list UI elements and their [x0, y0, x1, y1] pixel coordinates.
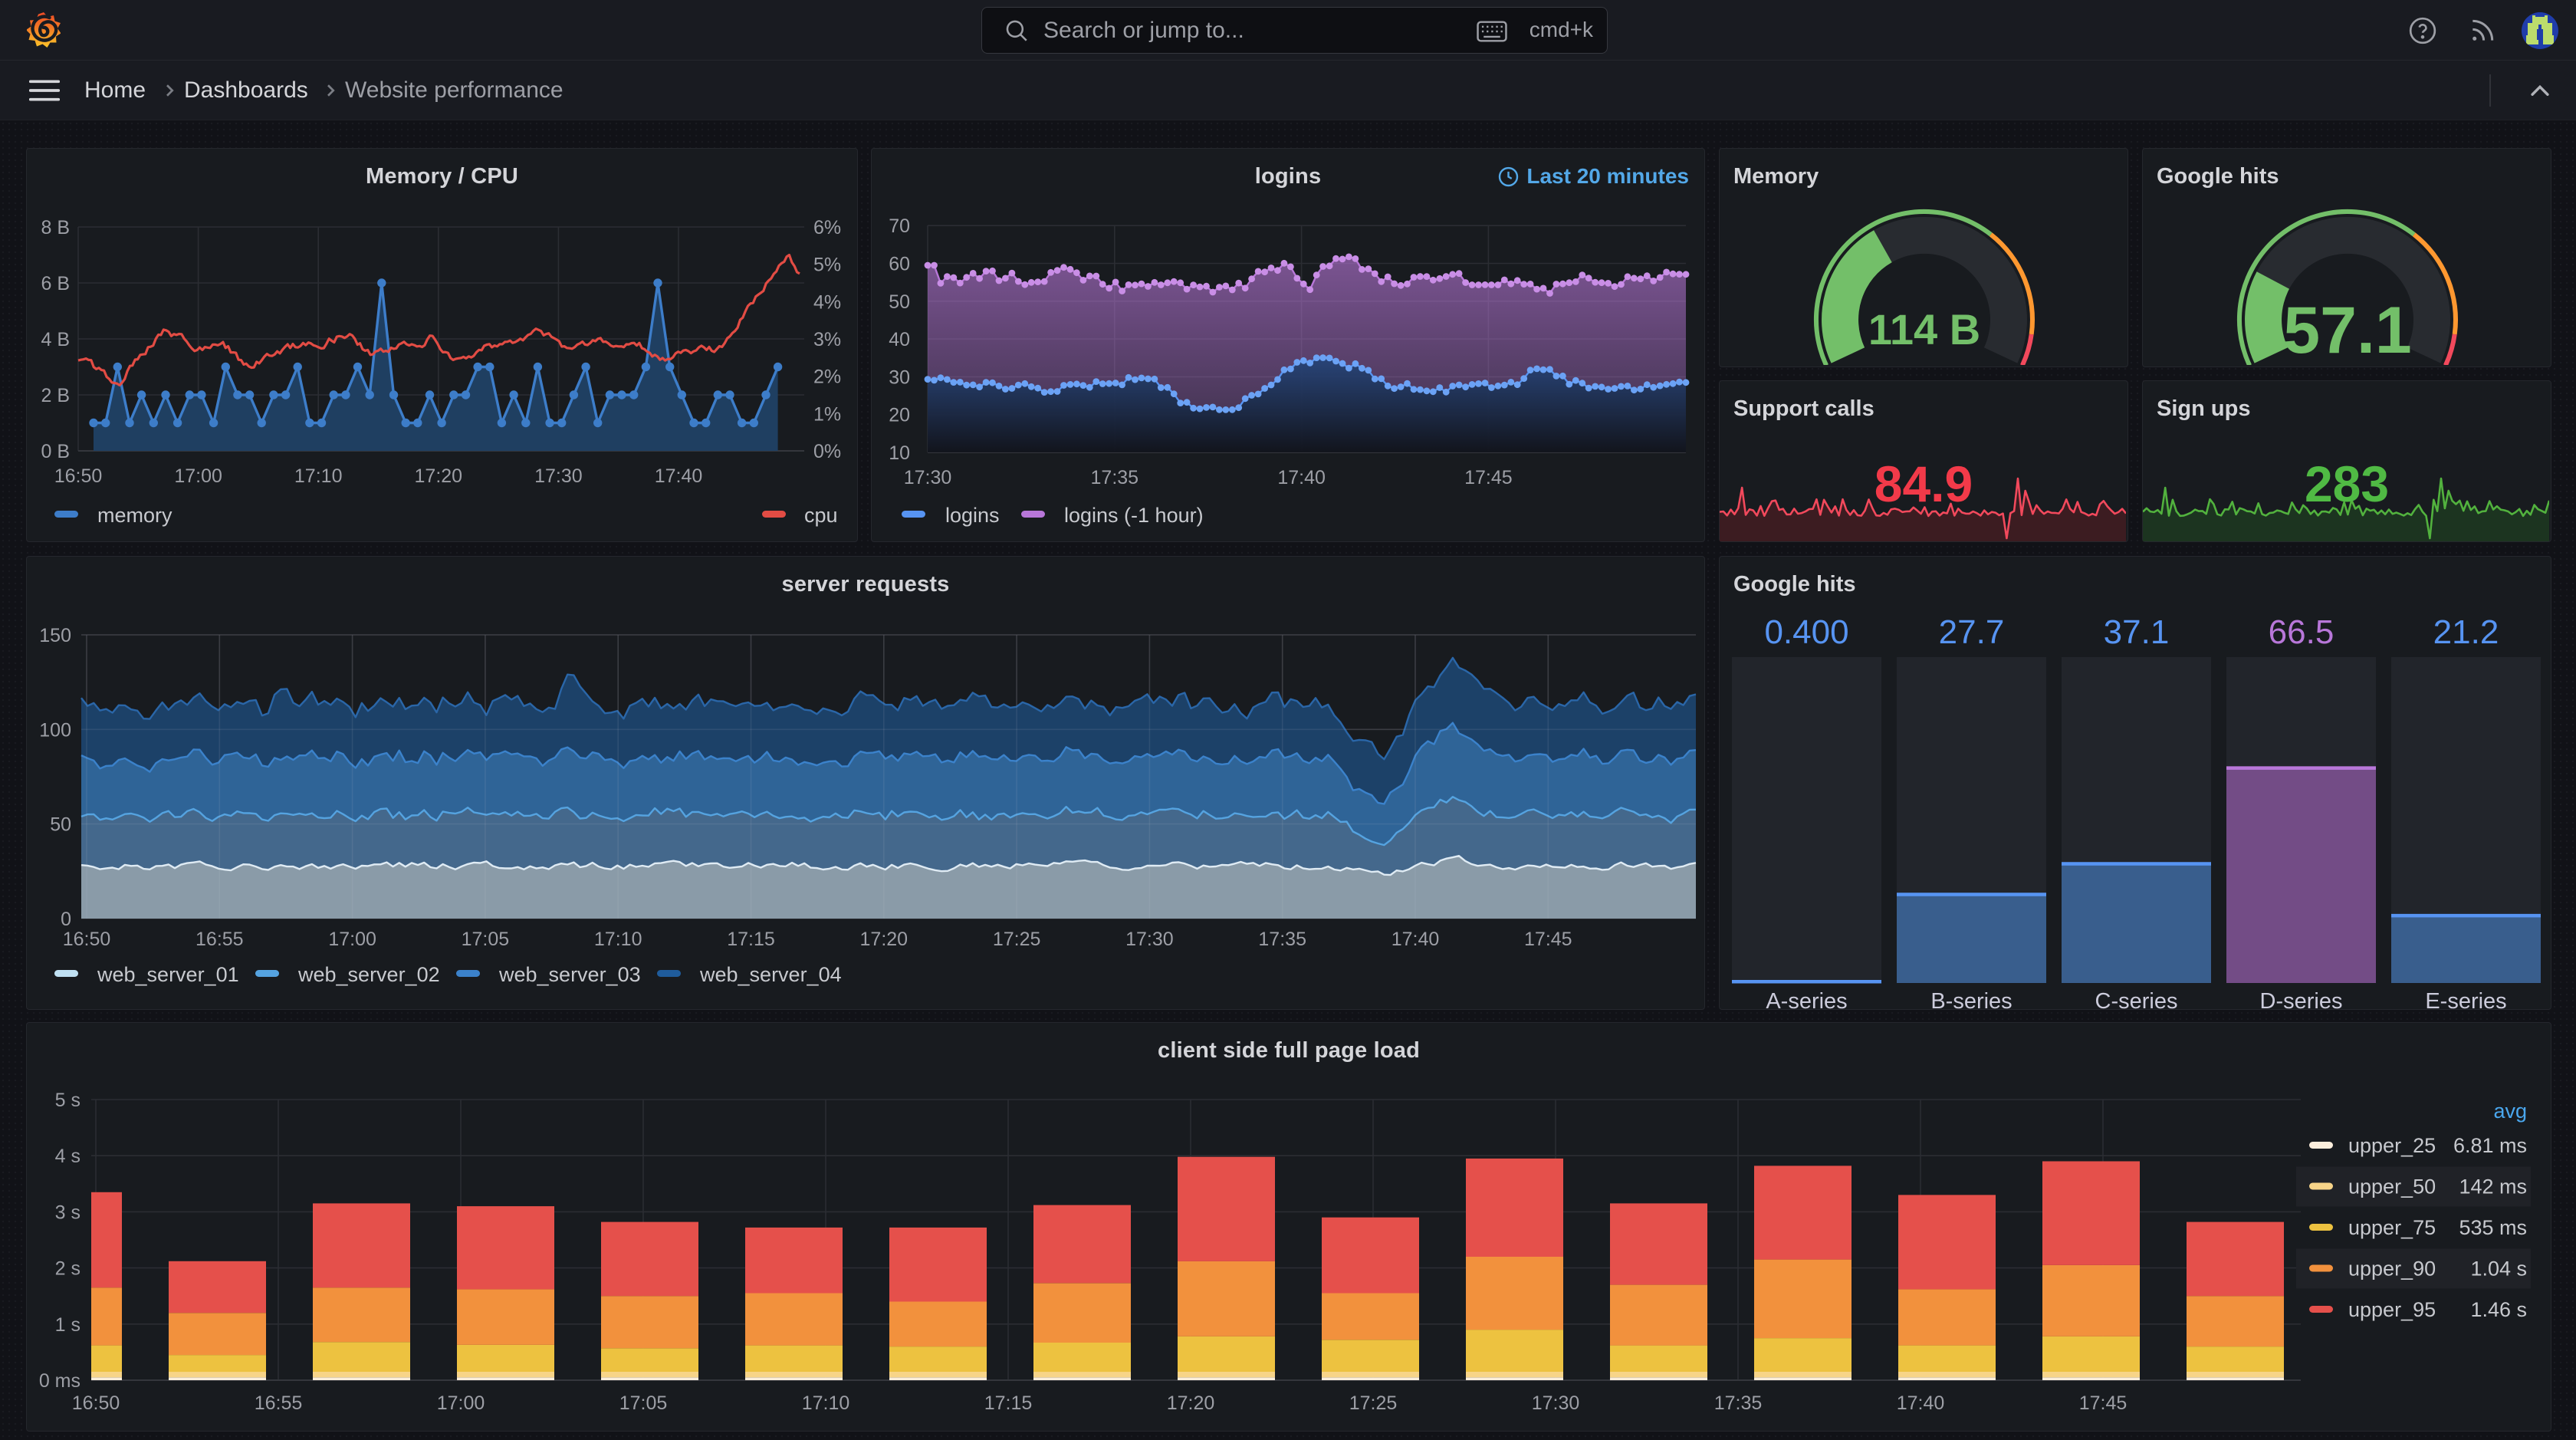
svg-text:0%: 0%: [813, 441, 841, 462]
svg-text:17:30: 17:30: [904, 467, 952, 488]
svg-text:5 s: 5 s: [55, 1090, 80, 1111]
svg-text:3 s: 3 s: [55, 1202, 80, 1223]
svg-text:C-series: C-series: [2095, 989, 2178, 1011]
svg-text:2 s: 2 s: [55, 1258, 80, 1280]
svg-text:17:20: 17:20: [415, 465, 463, 487]
svg-text:0.400: 0.400: [1764, 613, 1848, 651]
svg-text:4 B: 4 B: [41, 329, 70, 350]
svg-text:17:05: 17:05: [619, 1392, 668, 1414]
svg-text:logins (-1 hour): logins (-1 hour): [1064, 504, 1204, 527]
svg-text:17:25: 17:25: [993, 929, 1041, 950]
svg-text:60: 60: [889, 254, 910, 275]
svg-text:8 B: 8 B: [41, 217, 70, 238]
svg-text:17:00: 17:00: [174, 465, 222, 487]
svg-text:1.04 s: 1.04 s: [2470, 1258, 2527, 1281]
svg-text:17:45: 17:45: [1464, 467, 1513, 488]
svg-text:17:30: 17:30: [1125, 929, 1174, 950]
svg-text:17:10: 17:10: [802, 1392, 850, 1414]
svg-text:17:20: 17:20: [860, 929, 909, 950]
svg-text:21.2: 21.2: [2433, 613, 2499, 651]
svg-text:17:30: 17:30: [534, 465, 583, 487]
svg-text:17:00: 17:00: [328, 929, 376, 950]
svg-text:16:55: 16:55: [196, 929, 244, 950]
svg-text:27.7: 27.7: [1939, 613, 2005, 651]
svg-text:37.1: 37.1: [2104, 613, 2170, 651]
svg-text:web_server_01: web_server_01: [97, 963, 239, 986]
svg-text:17:40: 17:40: [1897, 1392, 1945, 1414]
svg-text:17:05: 17:05: [462, 929, 510, 950]
svg-text:16:55: 16:55: [255, 1392, 303, 1414]
svg-text:70: 70: [889, 215, 910, 237]
svg-text:10: 10: [889, 442, 910, 464]
svg-text:1 s: 1 s: [55, 1314, 80, 1336]
svg-text:40: 40: [889, 329, 910, 350]
svg-text:17:25: 17:25: [1349, 1392, 1398, 1414]
svg-text:B-series: B-series: [1930, 989, 2012, 1011]
svg-text:16:50: 16:50: [72, 1392, 120, 1414]
svg-text:3%: 3%: [813, 329, 841, 350]
svg-text:16:50: 16:50: [63, 929, 111, 950]
svg-text:web_server_04: web_server_04: [699, 963, 842, 986]
svg-text:50: 50: [50, 814, 71, 836]
svg-text:17:00: 17:00: [437, 1392, 485, 1414]
svg-text:D-series: D-series: [2260, 989, 2343, 1011]
svg-text:0: 0: [61, 909, 71, 930]
svg-text:upper_75: upper_75: [2348, 1216, 2436, 1239]
svg-text:0 ms: 0 ms: [39, 1370, 80, 1392]
svg-text:17:20: 17:20: [1167, 1392, 1215, 1414]
svg-text:20: 20: [889, 405, 910, 426]
svg-text:memory: memory: [97, 504, 172, 527]
svg-text:17:15: 17:15: [727, 929, 775, 950]
svg-text:web_server_02: web_server_02: [297, 963, 440, 986]
svg-text:17:15: 17:15: [984, 1392, 1033, 1414]
svg-text:2%: 2%: [813, 367, 841, 388]
svg-text:100: 100: [39, 719, 71, 741]
svg-text:114 B: 114 B: [1868, 305, 1980, 353]
svg-text:avg: avg: [2493, 1100, 2527, 1123]
svg-text:logins: logins: [945, 504, 1000, 527]
svg-text:0 B: 0 B: [41, 441, 70, 462]
svg-text:upper_95: upper_95: [2348, 1298, 2436, 1321]
svg-text:1.46 s: 1.46 s: [2470, 1298, 2527, 1321]
svg-text:17:10: 17:10: [294, 465, 343, 487]
svg-text:17:40: 17:40: [1277, 467, 1326, 488]
svg-text:4%: 4%: [813, 291, 841, 313]
svg-text:17:35: 17:35: [1714, 1392, 1763, 1414]
svg-text:1%: 1%: [813, 403, 841, 425]
svg-text:17:45: 17:45: [1524, 929, 1572, 950]
svg-text:16:50: 16:50: [54, 465, 103, 487]
svg-text:142 ms: 142 ms: [2459, 1175, 2527, 1198]
svg-text:6%: 6%: [813, 217, 841, 238]
svg-text:50: 50: [889, 291, 910, 313]
svg-text:17:30: 17:30: [1532, 1392, 1580, 1414]
svg-text:cpu: cpu: [804, 504, 838, 527]
svg-text:A-series: A-series: [1766, 989, 1847, 1011]
svg-text:2 B: 2 B: [41, 385, 70, 406]
svg-text:17:10: 17:10: [594, 929, 642, 950]
svg-text:17:45: 17:45: [2079, 1392, 2128, 1414]
svg-text:17:40: 17:40: [655, 465, 703, 487]
svg-text:6.81 ms: 6.81 ms: [2453, 1134, 2527, 1157]
svg-text:upper_25: upper_25: [2348, 1134, 2436, 1157]
svg-text:17:35: 17:35: [1091, 467, 1139, 488]
svg-text:66.5: 66.5: [2269, 613, 2334, 651]
svg-text:535 ms: 535 ms: [2459, 1216, 2527, 1239]
svg-text:150: 150: [39, 625, 71, 646]
svg-text:30: 30: [889, 367, 910, 388]
svg-text:web_server_03: web_server_03: [498, 963, 641, 986]
svg-text:6 B: 6 B: [41, 273, 70, 294]
svg-text:57.1: 57.1: [2283, 294, 2411, 365]
svg-text:5%: 5%: [813, 255, 841, 276]
svg-text:upper_90: upper_90: [2348, 1258, 2436, 1281]
svg-text:upper_50: upper_50: [2348, 1175, 2436, 1198]
svg-text:17:35: 17:35: [1258, 929, 1306, 950]
svg-text:E-series: E-series: [2425, 989, 2506, 1011]
svg-text:4 s: 4 s: [55, 1146, 80, 1167]
svg-text:17:40: 17:40: [1392, 929, 1440, 950]
